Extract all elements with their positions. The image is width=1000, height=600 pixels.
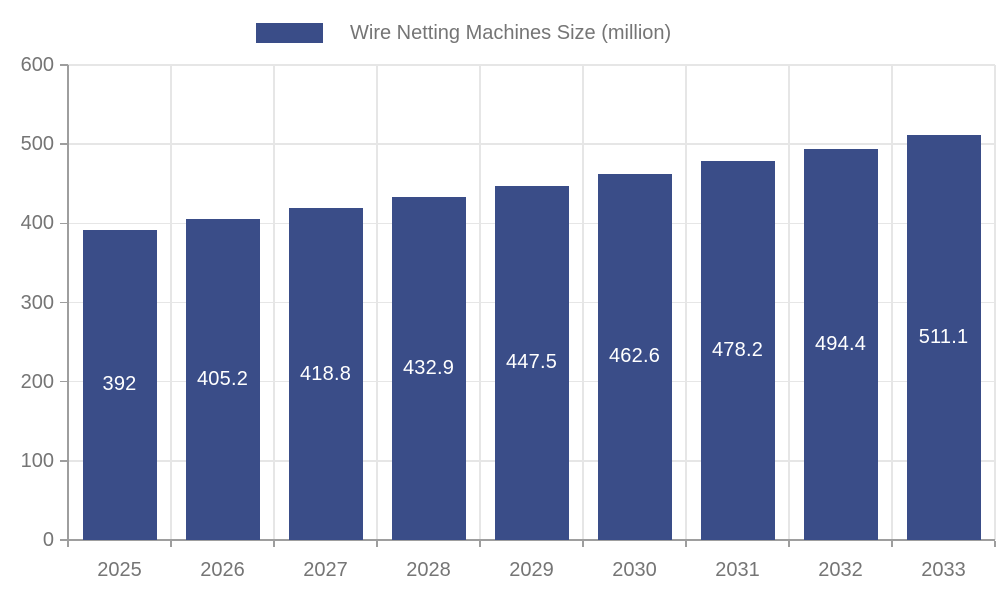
bar-value-label: 462.6 bbox=[608, 345, 661, 368]
x-tick-label: 2025 bbox=[97, 559, 142, 581]
gridline-vertical bbox=[170, 65, 172, 540]
y-tick-label: 400 bbox=[20, 212, 54, 235]
x-axis-tick bbox=[67, 541, 69, 547]
x-tick-label: 2031 bbox=[715, 559, 760, 581]
bar: 432.9 bbox=[391, 197, 466, 540]
bar: 511.1 bbox=[906, 135, 981, 540]
bar: 494.4 bbox=[803, 148, 878, 540]
bar: 392 bbox=[82, 229, 157, 540]
x-tick-label: 2032 bbox=[818, 559, 863, 581]
y-axis-tick bbox=[60, 539, 68, 541]
x-axis-tick bbox=[376, 541, 378, 547]
bar: 405.2 bbox=[185, 219, 260, 540]
bar-value-label: 478.2 bbox=[711, 339, 764, 362]
gridline-vertical bbox=[994, 65, 996, 540]
bar-value-label: 494.4 bbox=[814, 332, 867, 355]
gridline-vertical bbox=[788, 65, 790, 540]
y-tick-label: 500 bbox=[20, 133, 54, 156]
x-axis-tick bbox=[685, 541, 687, 547]
bar: 418.8 bbox=[288, 208, 363, 540]
y-tick-label: 600 bbox=[20, 54, 54, 76]
bar: 447.5 bbox=[494, 185, 569, 540]
y-axis-tick bbox=[60, 222, 68, 225]
y-axis-tick bbox=[60, 301, 68, 304]
bar-value-label: 447.5 bbox=[505, 351, 558, 374]
bar-value-label: 511.1 bbox=[918, 326, 969, 349]
gridline-vertical bbox=[582, 65, 584, 540]
x-tick-label: 2026 bbox=[200, 559, 245, 581]
x-axis-tick bbox=[994, 541, 996, 547]
gridline-vertical bbox=[479, 65, 481, 540]
bar: 478.2 bbox=[700, 161, 775, 540]
gridline-vertical bbox=[376, 65, 378, 540]
y-axis-tick bbox=[60, 143, 68, 145]
y-axis-tick bbox=[60, 380, 68, 383]
y-tick-label: 0 bbox=[42, 529, 54, 551]
gridline-vertical bbox=[891, 65, 893, 540]
x-tick-label: 2033 bbox=[921, 559, 966, 581]
y-axis-tick bbox=[60, 460, 68, 462]
bar-value-label: 405.2 bbox=[196, 368, 249, 391]
bar-value-label: 432.9 bbox=[402, 357, 455, 380]
x-tick-label: 2027 bbox=[303, 559, 348, 581]
legend-swatch bbox=[256, 23, 323, 43]
x-axis-line bbox=[61, 539, 995, 541]
x-axis-tick bbox=[891, 541, 893, 547]
legend: Wire Netting Machines Size (million) bbox=[0, 0, 1000, 50]
x-axis-tick bbox=[479, 541, 481, 547]
y-tick-label: 300 bbox=[20, 291, 54, 314]
y-tick-label: 100 bbox=[20, 449, 54, 472]
y-tick-label: 200 bbox=[20, 370, 54, 393]
plot-area: 392 405.2 418.8 432.9 447.5 462.6 478.2 494.4 51… bbox=[60, 64, 996, 547]
legend-label: Wire Netting Machines Size (million) bbox=[350, 22, 672, 44]
x-axis-tick bbox=[170, 541, 172, 547]
x-axis-tick bbox=[273, 541, 275, 547]
gridline-vertical bbox=[273, 65, 275, 540]
y-axis-tick bbox=[60, 64, 68, 66]
gridline-horizontal bbox=[68, 143, 995, 145]
gridline-vertical bbox=[685, 65, 687, 540]
x-axis-tick bbox=[582, 541, 584, 547]
x-axis-tick bbox=[788, 541, 790, 547]
bar-value-label: 392 bbox=[102, 373, 137, 396]
x-tick-label: 2030 bbox=[612, 559, 657, 581]
bar: 462.6 bbox=[597, 173, 672, 540]
x-tick-label: 2028 bbox=[406, 559, 451, 581]
gridline-horizontal bbox=[68, 64, 995, 66]
bar-value-label: 418.8 bbox=[299, 362, 352, 385]
x-tick-label: 2029 bbox=[509, 559, 554, 581]
y-axis-line bbox=[67, 65, 69, 540]
